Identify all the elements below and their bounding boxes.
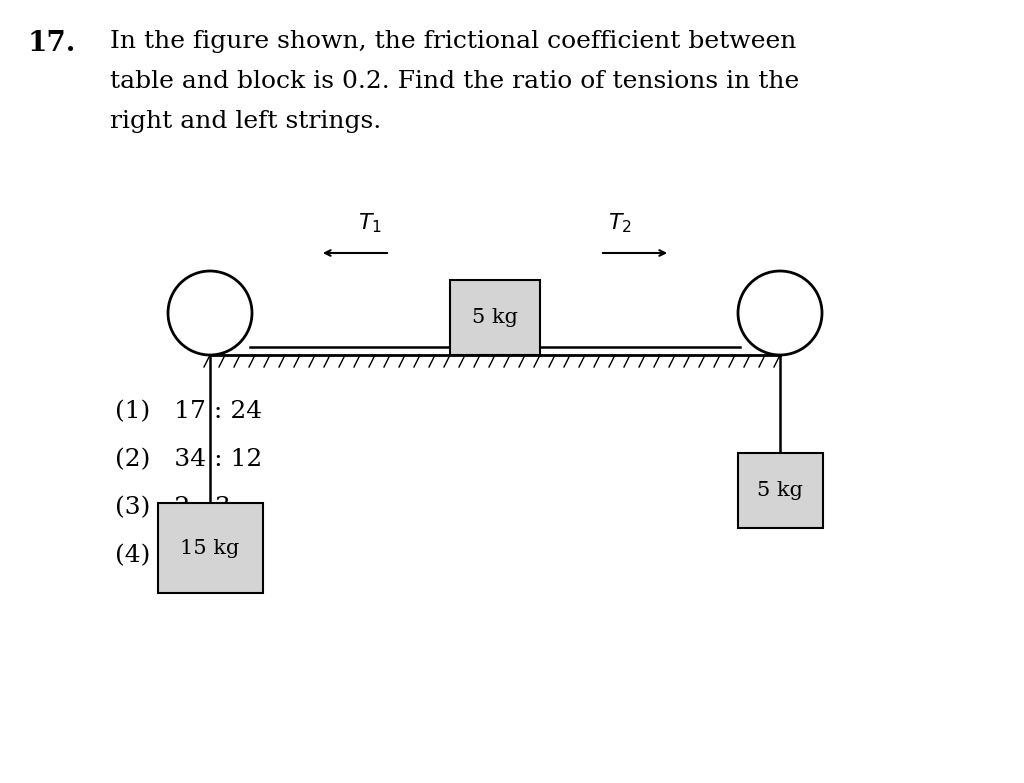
Text: 15 kg: 15 kg <box>180 539 240 557</box>
Text: 5 kg: 5 kg <box>757 481 803 500</box>
Text: (3)   2 : 3: (3) 2 : 3 <box>115 496 230 519</box>
Bar <box>158 503 262 593</box>
Text: 17.: 17. <box>28 30 77 57</box>
Text: (1)   17 : 24: (1) 17 : 24 <box>115 400 262 423</box>
Bar <box>450 280 540 355</box>
Text: table and block is 0.2. Find the ratio of tensions in the: table and block is 0.2. Find the ratio o… <box>110 70 800 93</box>
Text: 5 kg: 5 kg <box>472 308 518 327</box>
Bar <box>737 453 822 528</box>
Text: right and left strings.: right and left strings. <box>110 110 381 133</box>
Text: $T_1$: $T_1$ <box>358 211 382 235</box>
Text: (2)   34 : 12: (2) 34 : 12 <box>115 448 262 471</box>
Text: $T_2$: $T_2$ <box>608 211 632 235</box>
Text: (4)   3 : 2: (4) 3 : 2 <box>115 544 230 567</box>
Text: In the figure shown, the frictional coefficient between: In the figure shown, the frictional coef… <box>110 30 797 53</box>
